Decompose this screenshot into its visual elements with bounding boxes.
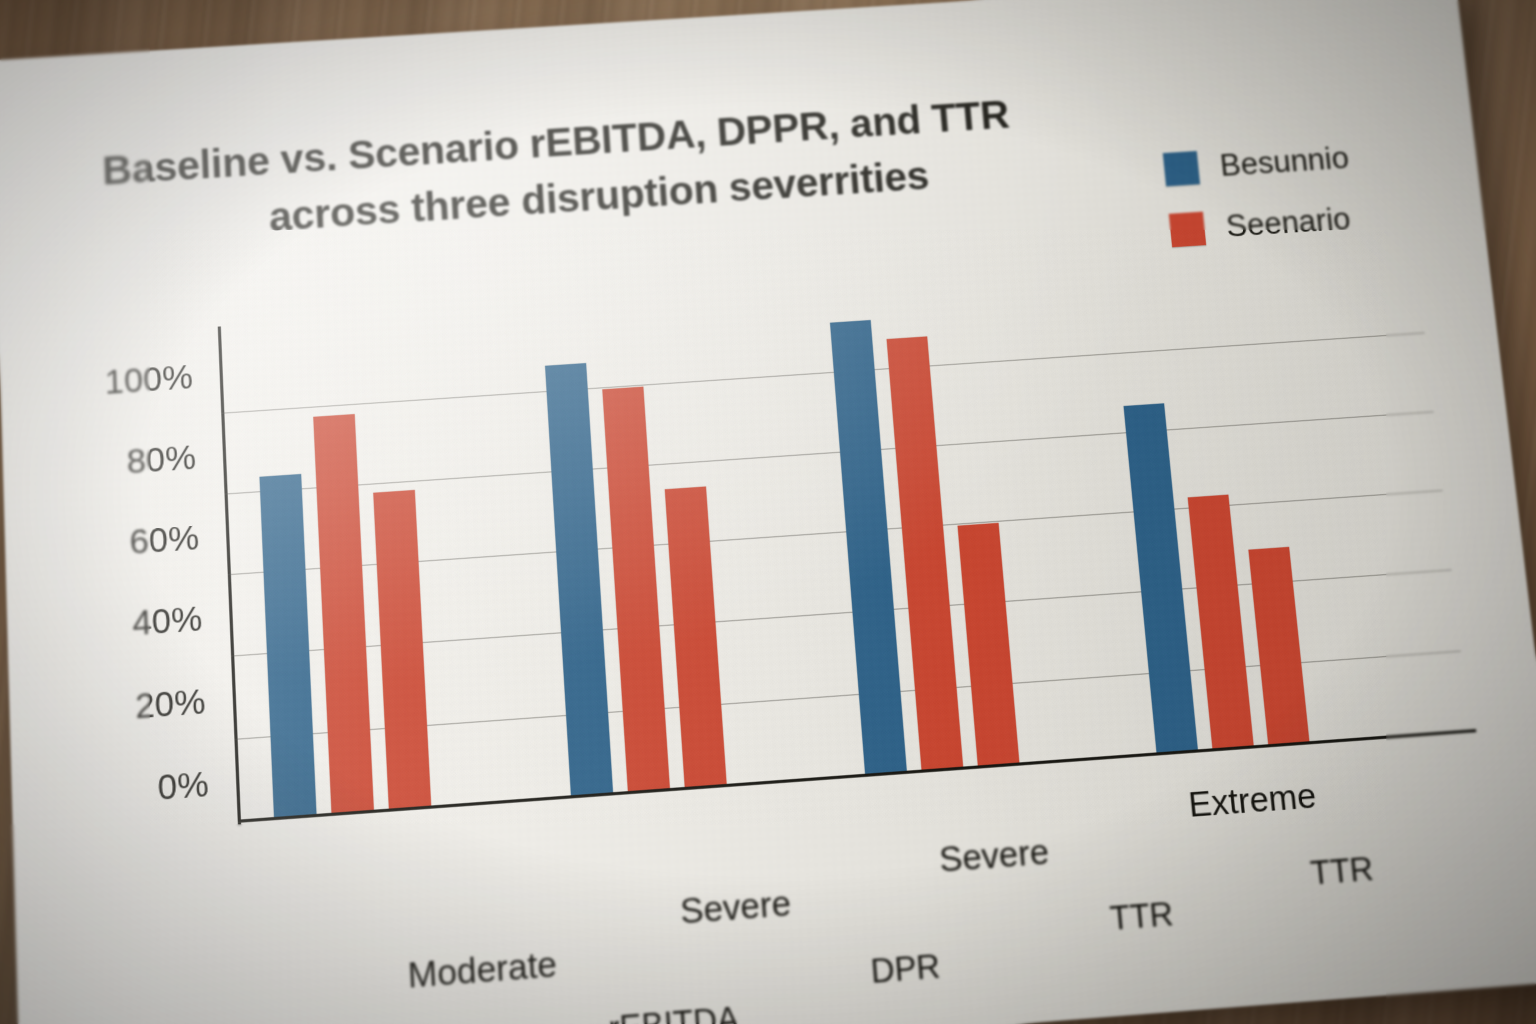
- bar-group: [828, 273, 1157, 774]
- bar-group: [1111, 255, 1445, 753]
- y-tick-label: 20%: [134, 681, 207, 726]
- x-tick-label-severity: Severe: [937, 831, 1051, 880]
- legend-label-scenario: Seenario: [1224, 201, 1353, 244]
- bar: [1248, 546, 1310, 745]
- x-tick-label-metric: TTR: [1108, 895, 1175, 938]
- y-tick-label: 0%: [156, 764, 210, 808]
- y-tick-label: 100%: [104, 358, 194, 402]
- bar: [1187, 494, 1254, 749]
- legend-label-baseline: Besunnio: [1218, 140, 1351, 183]
- legend-swatch-baseline: [1162, 150, 1200, 187]
- bar: [373, 490, 432, 809]
- x-tick-label-severity: Extreme: [1186, 775, 1318, 825]
- bar-group: [253, 310, 571, 818]
- y-tick-label: 40%: [131, 599, 203, 643]
- bar: [957, 522, 1020, 766]
- x-tick-label-severity: Severe: [678, 883, 793, 932]
- x-tick-label-severity: Moderate: [406, 943, 559, 996]
- x-tick-label-metric: rEBITDA: [607, 999, 741, 1024]
- plot-area: 0% 20% 40% 60% 80% 100%: [104, 254, 1477, 826]
- bar-series-container: [218, 254, 1460, 820]
- bar: [602, 386, 670, 792]
- legend-swatch-scenario: [1168, 211, 1206, 248]
- legend-entry-scenario: Seenario: [1168, 201, 1357, 248]
- bar-group: [542, 292, 865, 796]
- chart-legend: Besunnio Seenario: [1162, 140, 1360, 274]
- x-tick-label-metric: TTR: [1308, 850, 1376, 893]
- x-tick-label-metric: DPR: [869, 947, 942, 991]
- y-tick-label: 60%: [128, 518, 200, 562]
- bar: [313, 414, 374, 813]
- chart-title: Baseline vs. Scenario rEBITDA, DPPR, and…: [101, 75, 1213, 257]
- bar: [664, 486, 727, 787]
- bar: [259, 473, 317, 818]
- y-tick-label: 80%: [126, 437, 197, 481]
